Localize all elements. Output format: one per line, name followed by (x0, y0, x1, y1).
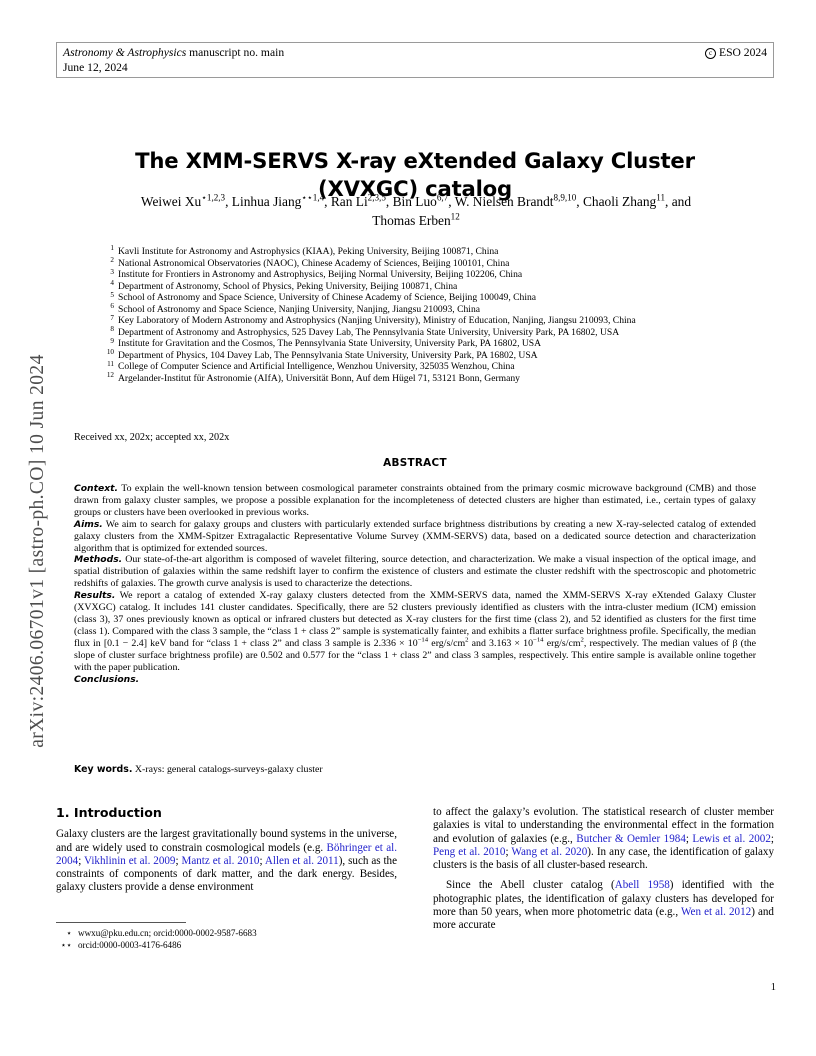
footnote-list: ⋆ wwxu@pku.edu.cn; orcid:0000-0002-9587-6… (56, 927, 397, 952)
affiliation-text: Department of Physics, 104 Davey Lab, Th… (118, 349, 538, 361)
abstract-results: Results. We report a catalog of extended… (74, 590, 756, 673)
footnote-text: orcid:0000-0003-4176-6486 (78, 940, 182, 951)
copyright-icon: c (705, 48, 717, 59)
abstract-context-text: To explain the well-known tension betwee… (74, 483, 756, 518)
affiliation-item: 3 Institute for Frontiers in Astronomy an… (102, 267, 774, 281)
footnote-rule (56, 922, 186, 923)
abstract-context-label: Context. (74, 483, 119, 494)
page-canvas: Astronomy & Astrophysics manuscript no. … (56, 0, 776, 1056)
affiliation-text: Argelander-Institut für Astronomie (AIfA… (118, 373, 520, 385)
footnote-marker: ⋆⋆ (60, 940, 72, 951)
body-column-right: to affect the galaxy’s evolution. The st… (433, 806, 774, 933)
affiliation-number: 5 (110, 290, 114, 299)
footnote-item: ⋆ wwxu@pku.edu.cn; orcid:0000-0002-9587-6… (56, 927, 397, 939)
abstract-results-label: Results. (74, 590, 116, 602)
affiliation-item: 9 Institute for Gravitation and the Cosmo… (102, 336, 774, 350)
body-column-left: 1. Introduction Galaxy clusters are the … (56, 806, 397, 895)
abstract-heading: ABSTRACT (383, 457, 447, 469)
affiliation-number: 4 (110, 279, 114, 288)
affiliation-item: 12 Argelander-Institut für Astronomie (AI… (102, 371, 774, 385)
section-heading-introduction: 1. Introduction (56, 805, 162, 820)
journal-header-row: Astronomy & Astrophysics manuscript no. … (57, 43, 773, 61)
copyright-notice: c ESO 2024 (705, 46, 767, 61)
abstract-conclusions: Conclusions. (74, 674, 756, 686)
manuscript-date: June 12, 2024 (63, 60, 128, 74)
affiliation-number: 10 (106, 348, 114, 357)
abstract-methods-label: Methods. (74, 554, 123, 566)
affiliation-number: 9 (110, 336, 114, 345)
keywords-label: Key words. (74, 764, 133, 775)
abstract-results-text: We report a catalog of extended X-ray ga… (74, 590, 757, 673)
affiliation-item: 4 Department of Astronomy, School of Phys… (102, 279, 774, 293)
affiliation-item: 1 Kavli Institute for Astronomy and Astro… (102, 244, 774, 258)
affiliation-text: Kavli Institute for Astronomy and Astrop… (118, 246, 499, 257)
abstract-context: Context. To explain the well-known tensi… (74, 483, 756, 519)
intro-paragraph-2: to affect the galaxy’s evolution. The st… (433, 806, 775, 872)
author-line-2: Thomas Erben12 (372, 211, 460, 228)
affiliation-item: 7 Key Laboratory of Modern Astronomy and … (102, 313, 774, 327)
abstract-methods: Methods. Our state-of-the-art algorithm … (74, 554, 756, 590)
copyright-text: ESO 2024 (719, 46, 767, 59)
author-line-1: Weiwei Xu⋆1,2,3, Linhua Jiang⋆⋆1,4, Ran … (140, 192, 692, 209)
affiliation-text: Department of Astronomy, School of Physi… (118, 280, 458, 292)
abstract-aims-label: Aims. (74, 518, 103, 530)
journal-header-left: Astronomy & Astrophysics manuscript no. … (63, 46, 284, 59)
intro-paragraph-1: Galaxy clusters are the largest gravitat… (56, 828, 398, 894)
affiliation-item: 6 School of Astronomy and Space Science, … (102, 302, 774, 316)
affiliation-text: School of Astronomy and Space Science, U… (118, 292, 537, 304)
footnote-text: wwxu@pku.edu.cn; orcid:0000-0002-9587-66… (78, 928, 257, 938)
affiliation-number: 2 (110, 255, 114, 264)
journal-header-box: Astronomy & Astrophysics manuscript no. … (56, 42, 774, 78)
journal-name: Astronomy & Astrophysics (63, 46, 187, 59)
affiliation-text: Institute for Gravitation and the Cosmos… (118, 338, 542, 350)
affiliation-item: 2 National Astronomical Observatories (NA… (102, 255, 774, 270)
abstract-aims: Aims. We aim to search for galaxy groups… (74, 519, 756, 555)
affiliation-text: Institute for Frontiers in Astronomy and… (118, 269, 523, 281)
affiliation-item: 10 Department of Physics, 104 Davey Lab, … (102, 348, 774, 362)
abstract-conclusions-label: Conclusions. (74, 673, 140, 685)
author-list: Weiwei Xu⋆1,2,3, Linhua Jiang⋆⋆1,4, Ran … (66, 192, 766, 230)
abstract-methods-text: Our state-of-the-art algorithm is compos… (74, 554, 756, 590)
affiliation-number: 12 (106, 371, 114, 380)
affiliation-text: National Astronomical Observatories (NAO… (118, 257, 510, 269)
affiliation-item: 11 College of Computer Science and Artifi… (102, 359, 774, 373)
affiliation-number: 1 (110, 244, 114, 253)
manuscript-label: manuscript no. main (186, 46, 285, 59)
affiliation-text: School of Astronomy and Space Science, N… (118, 303, 481, 315)
affiliation-item: 5 School of Astronomy and Space Science, … (102, 290, 774, 304)
affiliation-number: 11 (107, 359, 114, 368)
keywords-line: Key words. X-rays: general catalogs-surv… (74, 764, 756, 776)
affiliation-text: Department of Astronomy and Astrophysics… (118, 326, 620, 338)
affiliation-text: Key Laboratory of Modern Astronomy and A… (118, 315, 636, 327)
abstract-aims-text: We aim to search for galaxy groups and c… (74, 518, 756, 554)
affiliation-number: 6 (110, 302, 114, 311)
affiliation-number: 3 (110, 267, 114, 276)
footnote-marker: ⋆ (66, 928, 72, 938)
page-title: The XMM-SERVS X-ray eXtended Galaxy Clus… (135, 148, 695, 202)
arxiv-identifier-stamp: arXiv:2406.06701v1 [astro-ph.CO] 10 Jun … (27, 354, 48, 748)
intro-paragraph-3: Since the Abell cluster catalog (Abell 1… (433, 879, 774, 932)
affiliation-text: College of Computer Science and Artifici… (118, 361, 515, 373)
footnote-item: ⋆⋆ orcid:0000-0003-4176-6486 (56, 939, 397, 951)
footnote-area: ⋆ wwxu@pku.edu.cn; orcid:0000-0002-9587-6… (56, 922, 397, 952)
page-number: 1 (770, 982, 776, 993)
affiliation-item: 8 Department of Astronomy and Astrophysic… (102, 325, 774, 339)
affiliation-list: 1 Kavli Institute for Astronomy and Astro… (102, 244, 774, 385)
affiliation-number: 7 (110, 313, 114, 322)
abstract-body: Context. To explain the well-known tensi… (74, 483, 756, 685)
received-accepted-line: Received xx, 202x; accepted xx, 202x (74, 432, 230, 443)
affiliation-number: 8 (110, 325, 114, 334)
keywords-text: X-rays: general catalogs-surveys-galaxy … (132, 764, 323, 775)
